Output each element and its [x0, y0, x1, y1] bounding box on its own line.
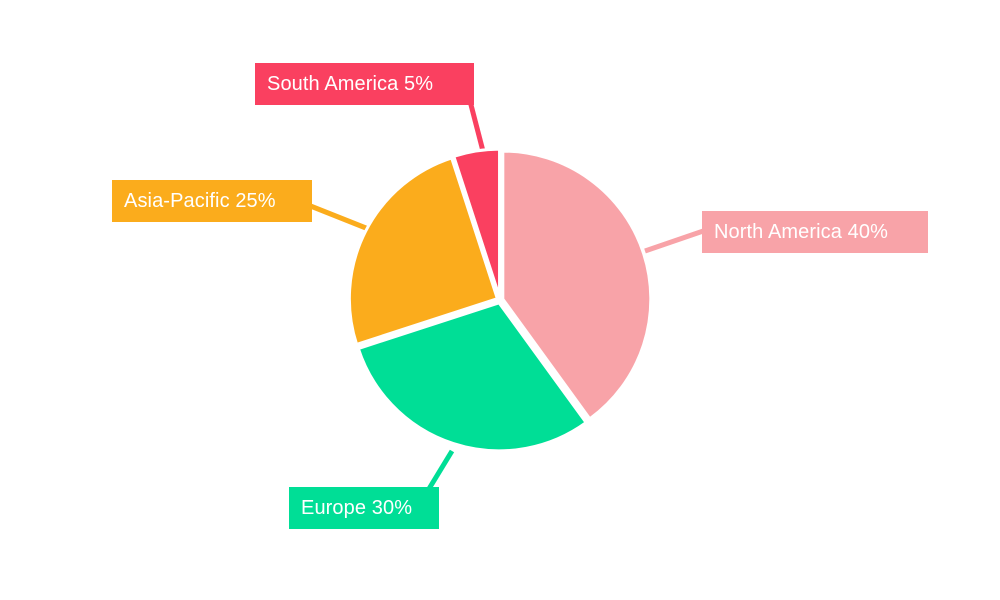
pie-leader-line [644, 225, 713, 254]
pie-slices-group: North America 40%Europe 30%Asia-Pacific … [347, 147, 653, 453]
pie-slice[interactable]: Europe 30% [356, 301, 588, 453]
pie-leader-line [467, 100, 487, 156]
pie-slice-label: North America 40% [702, 211, 928, 253]
pie-slice[interactable]: Asia-Pacific 25% [347, 156, 499, 346]
pie-slice[interactable]: North America 40% [501, 149, 653, 421]
pie-slice-label: South America 5% [255, 63, 474, 105]
pie-slice[interactable]: South America 5% [452, 147, 502, 299]
pie-slice-label: Asia-Pacific 25% [112, 180, 312, 222]
pie-slice-label: Europe 30% [289, 487, 439, 529]
